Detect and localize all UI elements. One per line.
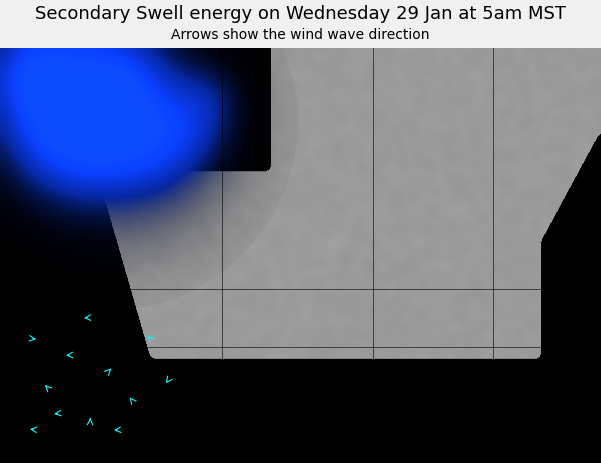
Text: Secondary Swell energy on Wednesday 29 Jan at 5am MST: Secondary Swell energy on Wednesday 29 J… [35,5,566,23]
Text: Arrows show the wind wave direction: Arrows show the wind wave direction [171,28,430,42]
